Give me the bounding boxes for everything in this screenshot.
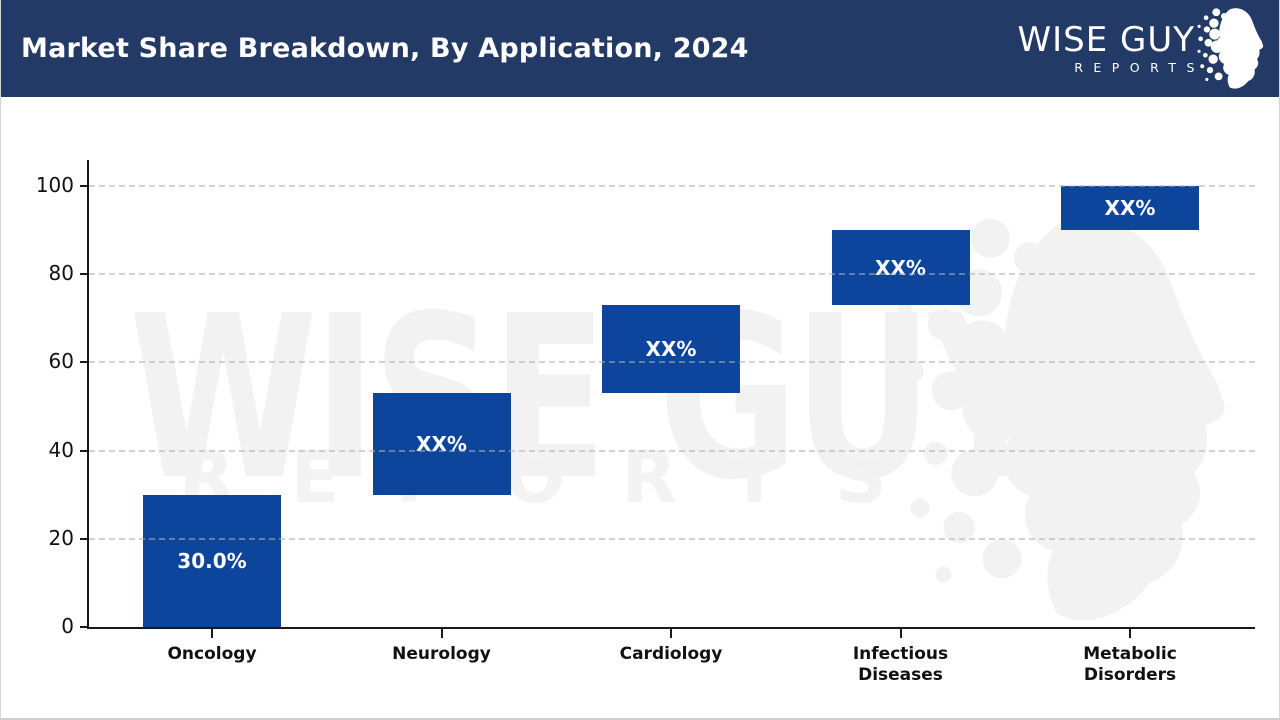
x-category-label-oncology: Oncology	[167, 644, 257, 664]
x-category-label-metabolic-disorders: Metabolic Disorders	[1083, 644, 1177, 686]
x-tick-mark-infectious-diseases	[899, 629, 902, 638]
bar-value-label-oncology: 30.0%	[177, 548, 247, 573]
y-tick-mark-0	[80, 626, 88, 628]
bar-value-label-metabolic-disorders: XX%	[1104, 196, 1156, 221]
y-axis-line	[87, 160, 89, 629]
bar-cardiology: XX%	[602, 305, 740, 394]
y-tick-label-20: 20	[48, 525, 74, 550]
gridline-20	[89, 537, 1255, 540]
bar-infectious-diseases: XX%	[831, 230, 970, 306]
y-tick-label-40: 40	[48, 437, 74, 462]
x-category-label-infectious-diseases: Infectious Diseases	[852, 644, 949, 686]
watermark-subtitle: REPORTS	[179, 435, 943, 519]
wise-guy-reports-logo: WISE GUY REPORTS	[1017, 4, 1267, 94]
bar-metabolic-disorders: XX%	[1061, 186, 1199, 231]
y-tick-mark-80	[80, 273, 88, 276]
watermark-wordmark: WISE GUY	[129, 268, 1052, 530]
bar-value-label-infectious-diseases: XX%	[875, 255, 926, 280]
gridline-60	[89, 361, 1255, 364]
y-tick-label-100: 100	[35, 173, 74, 197]
header-banner: Market Share Breakdown, By Application, …	[1, 0, 1279, 97]
bar-value-label-cardiology: XX%	[645, 337, 697, 362]
bar-oncology: 30.0%	[143, 494, 281, 627]
waterfall-chart: WISE GUY REPORTS 0 20 40 60 80 100 30.0% Oncolo…	[1, 97, 1279, 718]
x-tick-mark-oncology	[211, 629, 213, 638]
y-tick-mark-100	[80, 185, 88, 187]
y-tick-mark-20	[80, 537, 88, 540]
x-tick-mark-cardiology	[670, 629, 672, 638]
bar-neurology: XX%	[372, 393, 511, 495]
bar-value-label-neurology: XX%	[416, 431, 467, 456]
y-tick-mark-40	[80, 449, 88, 452]
x-axis-line	[87, 627, 1255, 629]
y-tick-mark-60	[80, 361, 88, 364]
logo-text: WISE GUY REPORTS	[1017, 23, 1195, 75]
x-category-label-neurology: Neurology	[392, 644, 491, 664]
gridline-40	[89, 449, 1255, 452]
y-tick-label-0: 0	[61, 614, 74, 638]
gridline-80	[89, 273, 1255, 276]
logo-subtitle: REPORTS	[1074, 60, 1205, 75]
x-tick-mark-neurology	[440, 629, 443, 638]
x-tick-mark-metabolic-disorders	[1129, 629, 1131, 638]
y-tick-label-60: 60	[48, 349, 74, 374]
x-category-label-cardiology: Cardiology	[619, 644, 723, 664]
y-tick-label-80: 80	[48, 261, 74, 286]
page-title: Market Share Breakdown, By Application, …	[21, 33, 749, 64]
logo-wordmark: WISE GUY	[1017, 20, 1195, 60]
gridline-100	[89, 185, 1255, 187]
dotted-head-icon	[1197, 8, 1264, 89]
